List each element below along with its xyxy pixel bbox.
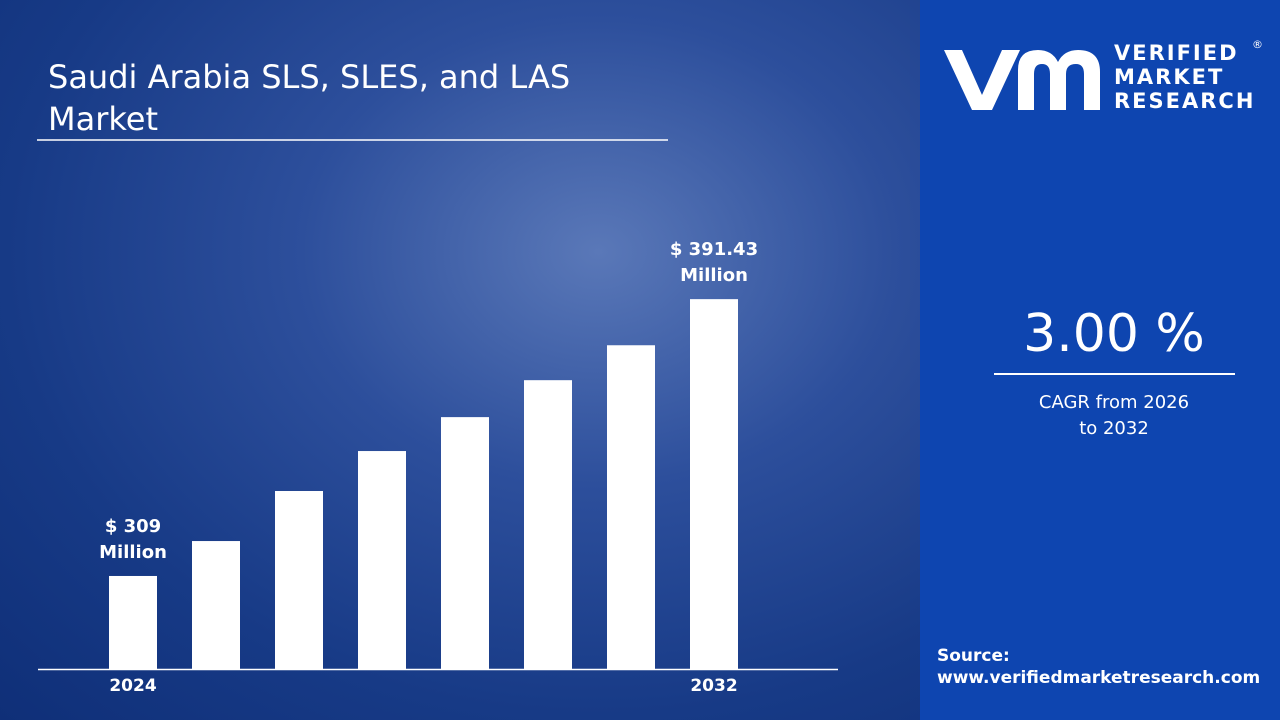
bar xyxy=(524,380,572,669)
source-label: Source: xyxy=(937,646,1010,666)
cagr-value: 3.00 % xyxy=(1023,304,1205,364)
logo-text: VERIFIED xyxy=(1114,41,1239,65)
bar xyxy=(358,451,406,669)
cagr-divider xyxy=(994,373,1235,375)
logo-registered: ® xyxy=(1252,38,1263,51)
value-label: $ 391.43 Million xyxy=(669,239,759,287)
x-tick-label: 2032 xyxy=(690,676,738,696)
bar xyxy=(607,345,655,669)
logo-text: MARKET xyxy=(1114,65,1225,89)
chart-title: Saudi Arabia SLS, SLES, and LAS Market xyxy=(48,58,571,138)
cagr-label: CAGR from 2026 to 2032 xyxy=(1038,392,1190,439)
bar xyxy=(109,575,157,669)
logo-mark xyxy=(944,50,1100,110)
chart xyxy=(0,0,920,720)
bar xyxy=(275,491,323,669)
side-panel xyxy=(920,0,1280,720)
bar xyxy=(441,417,489,669)
source-url: www.verifiedmarketresearch.com xyxy=(937,668,1261,688)
value-label: $ 309 Million xyxy=(99,515,167,563)
bar xyxy=(192,541,240,669)
x-tick-label: 2024 xyxy=(109,676,157,696)
logo-text: RESEARCH xyxy=(1114,89,1256,113)
bar xyxy=(690,299,738,669)
